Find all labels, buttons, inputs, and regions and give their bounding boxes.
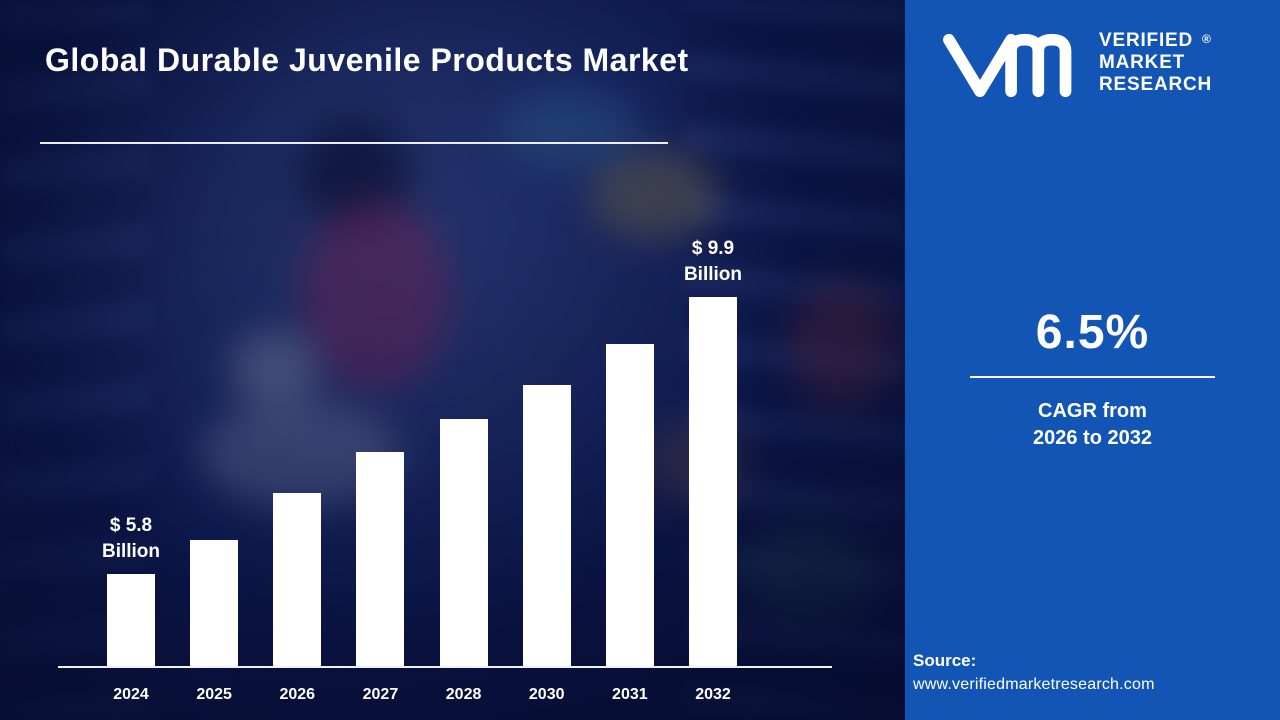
bar-column: $ 5.8 Billion: [95, 513, 167, 666]
logo-line-2: MARKET: [1099, 52, 1186, 73]
bar-column: [594, 344, 666, 666]
cagr-underline: [970, 376, 1215, 378]
chart-content: Global Durable Juvenile Products Market …: [40, 42, 832, 704]
title-underline: [40, 142, 668, 144]
x-axis-label: 2031: [612, 686, 648, 703]
bar-value-label: $ 5.8 Billion: [101, 515, 161, 562]
source-label: Source:: [913, 651, 977, 670]
x-axis-label: 2026: [279, 686, 316, 703]
logo: VERIFIED ® MARKET RESEARCH: [941, 30, 1212, 100]
registered-mark: ®: [1202, 32, 1212, 46]
bar-column: [511, 385, 583, 666]
bar-column: [178, 540, 250, 666]
bar-column: [261, 493, 333, 666]
bar: [190, 540, 239, 666]
bar: [522, 385, 571, 666]
bar: [356, 452, 405, 666]
bar: [605, 344, 654, 666]
x-axis-label: 2025: [196, 686, 232, 703]
logo-wordmark: VERIFIED ® MARKET RESEARCH: [1099, 30, 1212, 96]
x-axis-label: 2028: [445, 686, 482, 703]
bar: [107, 574, 155, 666]
bar-value-label: $ 9.9 Billion: [683, 238, 743, 285]
cagr-value: 6.5%: [1035, 306, 1150, 359]
logo-word-verified: VERIFIED: [1099, 30, 1194, 51]
source-url: www.verifiedmarketresearch.com: [913, 676, 1155, 693]
brand-panel: VERIFIED ® MARKET RESEARCH 6.5% CAGR from…: [905, 0, 1280, 720]
bar-column: [428, 419, 500, 666]
cagr-block: 6.5% CAGR from 2026 to 2032: [905, 305, 1280, 452]
chart-section: Global Durable Juvenile Products Market …: [0, 0, 905, 720]
bar-column: $ 9.9 Billion: [677, 236, 749, 666]
logo-line-3: RESEARCH: [1099, 74, 1213, 95]
x-axis-label: 2027: [362, 686, 399, 703]
source: Source: www.verifiedmarketresearch.com: [913, 651, 1155, 694]
bar-column: [344, 452, 416, 666]
bars-row: $ 5.8 Billion $ 9.9 Billion: [95, 236, 749, 666]
x-axis-label: 2032: [695, 686, 731, 703]
logo-line-1: VERIFIED ®: [1099, 30, 1212, 52]
x-axis-label: 2024: [113, 686, 149, 703]
cagr-caption-line2: 2026 to 2032: [1033, 427, 1152, 449]
x-axis: 2024 2025 2026 2027 2028 2030 2031 2032: [95, 686, 749, 704]
bar: [439, 419, 488, 666]
page-title: Global Durable Juvenile Products Market: [45, 42, 689, 78]
bar: [273, 493, 322, 666]
cagr-caption-line1: CAGR from: [1038, 400, 1147, 422]
x-axis-label: 2030: [528, 686, 565, 703]
vmr-logo-icon: [943, 33, 1072, 98]
x-axis-line: [58, 666, 832, 668]
bar: [688, 297, 737, 666]
